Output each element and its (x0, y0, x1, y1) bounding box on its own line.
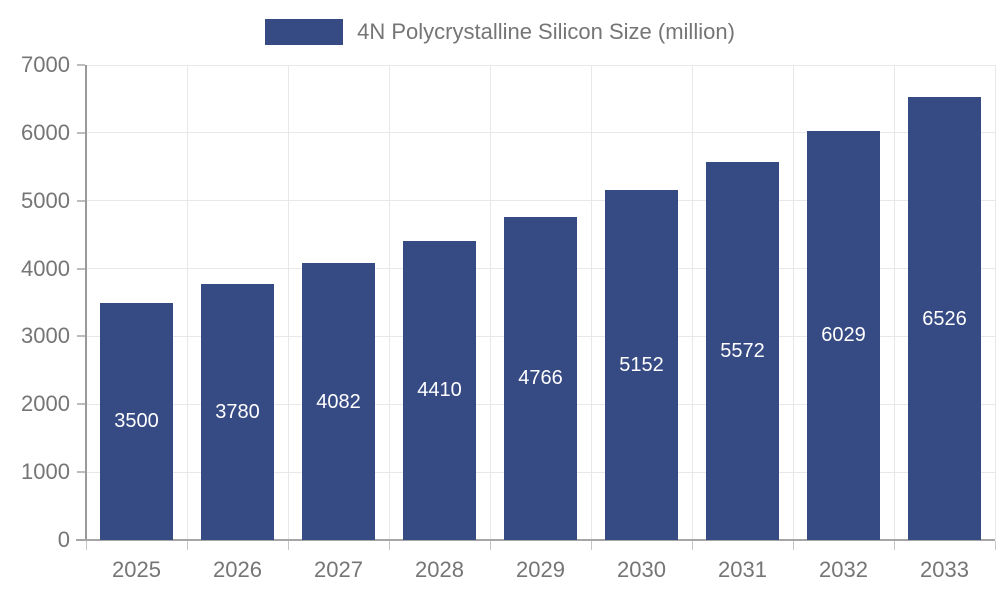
gridline-vertical (691, 65, 693, 540)
x-axis-tick-label: 2026 (213, 557, 262, 582)
gridline-vertical (994, 65, 996, 540)
y-axis-tick-label: 4000 (21, 255, 70, 281)
bar-value-label: 4082 (316, 390, 361, 413)
y-axis-tick-label: 6000 (21, 119, 70, 145)
bar-2031[interactable] (706, 161, 779, 540)
x-axis-tick (893, 541, 895, 550)
bar-value-label: 4410 (417, 379, 462, 402)
x-axis-tick (85, 541, 87, 550)
gridline-horizontal (86, 200, 995, 202)
x-axis-tick-label: 2027 (314, 557, 363, 582)
y-axis-tick-label: 5000 (21, 187, 70, 213)
bar-value-label: 6029 (821, 324, 866, 347)
y-axis-tick-label: 2000 (21, 391, 70, 417)
x-axis-tick (691, 541, 693, 550)
bar-2030[interactable] (605, 190, 678, 540)
bar-2028[interactable] (403, 240, 476, 540)
bar-value-label: 6526 (922, 307, 967, 330)
bar-2033[interactable] (908, 97, 981, 540)
y-axis-tick (77, 267, 85, 270)
gridline-vertical (388, 65, 390, 540)
x-axis-line (76, 539, 995, 541)
x-axis-tick (590, 541, 592, 550)
gridline-vertical (792, 65, 794, 540)
bar-2027[interactable] (302, 263, 375, 540)
gridline-vertical (590, 65, 592, 540)
x-axis-tick-label: 2031 (718, 557, 767, 582)
bar-value-label: 3780 (215, 400, 260, 423)
y-axis-tick (77, 335, 85, 338)
y-axis-tick-label: 3000 (21, 323, 70, 349)
x-axis-tick (186, 541, 188, 550)
legend-label[interactable]: 4N Polycrystalline Silicon Size (million… (357, 19, 735, 44)
chart-legend: 4N Polycrystalline Silicon Size (million… (0, 12, 1000, 52)
x-axis-tick-label: 2025 (112, 557, 161, 582)
gridline-horizontal (86, 64, 995, 66)
gridline-vertical (186, 65, 188, 540)
x-axis-tick (994, 541, 996, 550)
x-axis-tick (489, 541, 491, 550)
x-axis-tick (792, 541, 794, 550)
y-axis-tick-label: 7000 (21, 52, 70, 77)
x-axis-tick (287, 541, 289, 550)
x-axis-tick (388, 541, 390, 550)
bar-value-label: 3500 (114, 410, 159, 433)
bar-value-label: 5572 (720, 339, 765, 362)
y-axis-tick (77, 471, 85, 474)
y-axis-tick (77, 199, 85, 202)
bar-2025[interactable] (100, 302, 173, 540)
x-axis-tick-label: 2033 (920, 557, 969, 582)
bar-value-label: 5152 (619, 354, 664, 377)
x-axis-tick-label: 2032 (819, 557, 868, 582)
gridline-horizontal (86, 132, 995, 134)
y-axis-tick (77, 131, 85, 134)
x-axis-tick-label: 2029 (516, 557, 565, 582)
gridline-vertical (489, 65, 491, 540)
y-axis-line (85, 65, 87, 540)
y-axis-tick (77, 403, 85, 406)
bar-2029[interactable] (504, 216, 577, 540)
y-axis-tick (77, 64, 85, 66)
bar-2032[interactable] (807, 130, 880, 540)
x-axis-tick-label: 2030 (617, 557, 666, 582)
gridline-vertical (287, 65, 289, 540)
y-axis-tick-label: 0 (57, 527, 70, 552)
y-axis-tick-label: 1000 (21, 459, 70, 485)
gridline-vertical (893, 65, 895, 540)
bar-value-label: 4766 (518, 367, 563, 390)
x-axis-tick-label: 2028 (415, 557, 464, 582)
legend-swatch-icon[interactable] (265, 19, 344, 45)
bar-2026[interactable] (201, 283, 274, 540)
